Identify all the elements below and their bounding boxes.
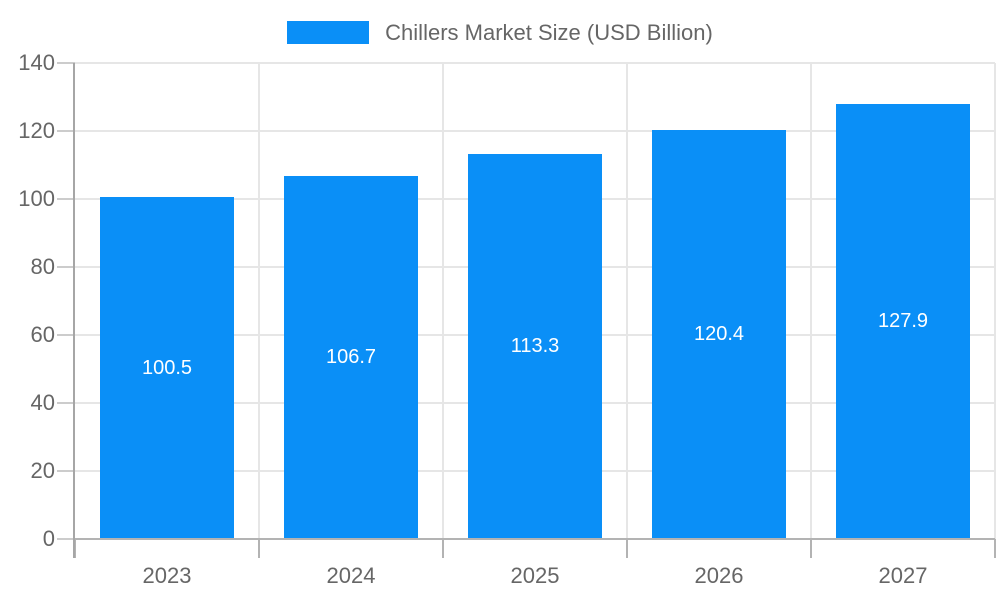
y-axis-label: 60 [30,322,55,347]
legend[interactable]: Chillers Market Size (USD Billion) [0,19,1000,46]
x-axis-label: 2027 [878,563,928,588]
y-axis-tick [57,470,75,472]
legend-swatch[interactable] [287,21,370,44]
x-axis-tick [74,539,76,558]
chart-title: Chillers Market Size (USD Billion) [385,20,713,45]
gridline-horizontal [75,62,995,64]
y-axis-tick [57,130,75,132]
gridline-vertical [626,63,628,539]
y-axis-tick [57,538,75,540]
y-axis-tick [57,62,75,64]
bar[interactable]: 106.7 [284,176,418,539]
x-axis-label: 2024 [326,563,376,588]
bar-value-label: 120.4 [693,322,745,345]
y-axis-label: 0 [42,526,55,551]
y-axis-tick [57,402,75,404]
x-axis-tick [258,539,260,558]
bar[interactable]: 120.4 [652,129,786,539]
y-axis-tick [57,266,75,268]
x-axis-label: 2025 [510,563,560,588]
y-axis-tick [57,198,75,200]
x-axis-label: 2023 [142,563,192,588]
y-axis-label: 140 [18,50,55,75]
gridline-vertical [442,63,444,539]
x-axis-tick [994,539,996,558]
y-axis-tick [57,334,75,336]
x-axis-line [75,538,995,540]
gridline-horizontal [75,130,995,132]
bar-value-label: 113.3 [510,334,560,357]
bar-value-label: 127.9 [877,310,929,333]
bar-value-label: 100.5 [141,356,193,379]
bar[interactable]: 100.5 [100,197,234,539]
x-axis-label: 2026 [694,563,744,588]
bar-value-label: 106.7 [325,346,377,369]
y-axis-label: 100 [18,186,55,211]
x-axis-tick [810,539,812,558]
gridline-vertical [810,63,812,539]
bar[interactable]: 113.3 [468,153,602,539]
x-axis-tick [442,539,444,558]
y-axis-label: 80 [30,254,55,279]
gridline-vertical [258,63,260,539]
bar[interactable]: 127.9 [836,104,970,539]
gridline-vertical [994,63,996,539]
y-axis-label: 40 [30,390,55,415]
x-axis-tick [626,539,628,558]
y-axis-label: 120 [18,118,55,143]
y-axis-label: 20 [30,458,55,483]
y-axis-line [73,63,75,558]
